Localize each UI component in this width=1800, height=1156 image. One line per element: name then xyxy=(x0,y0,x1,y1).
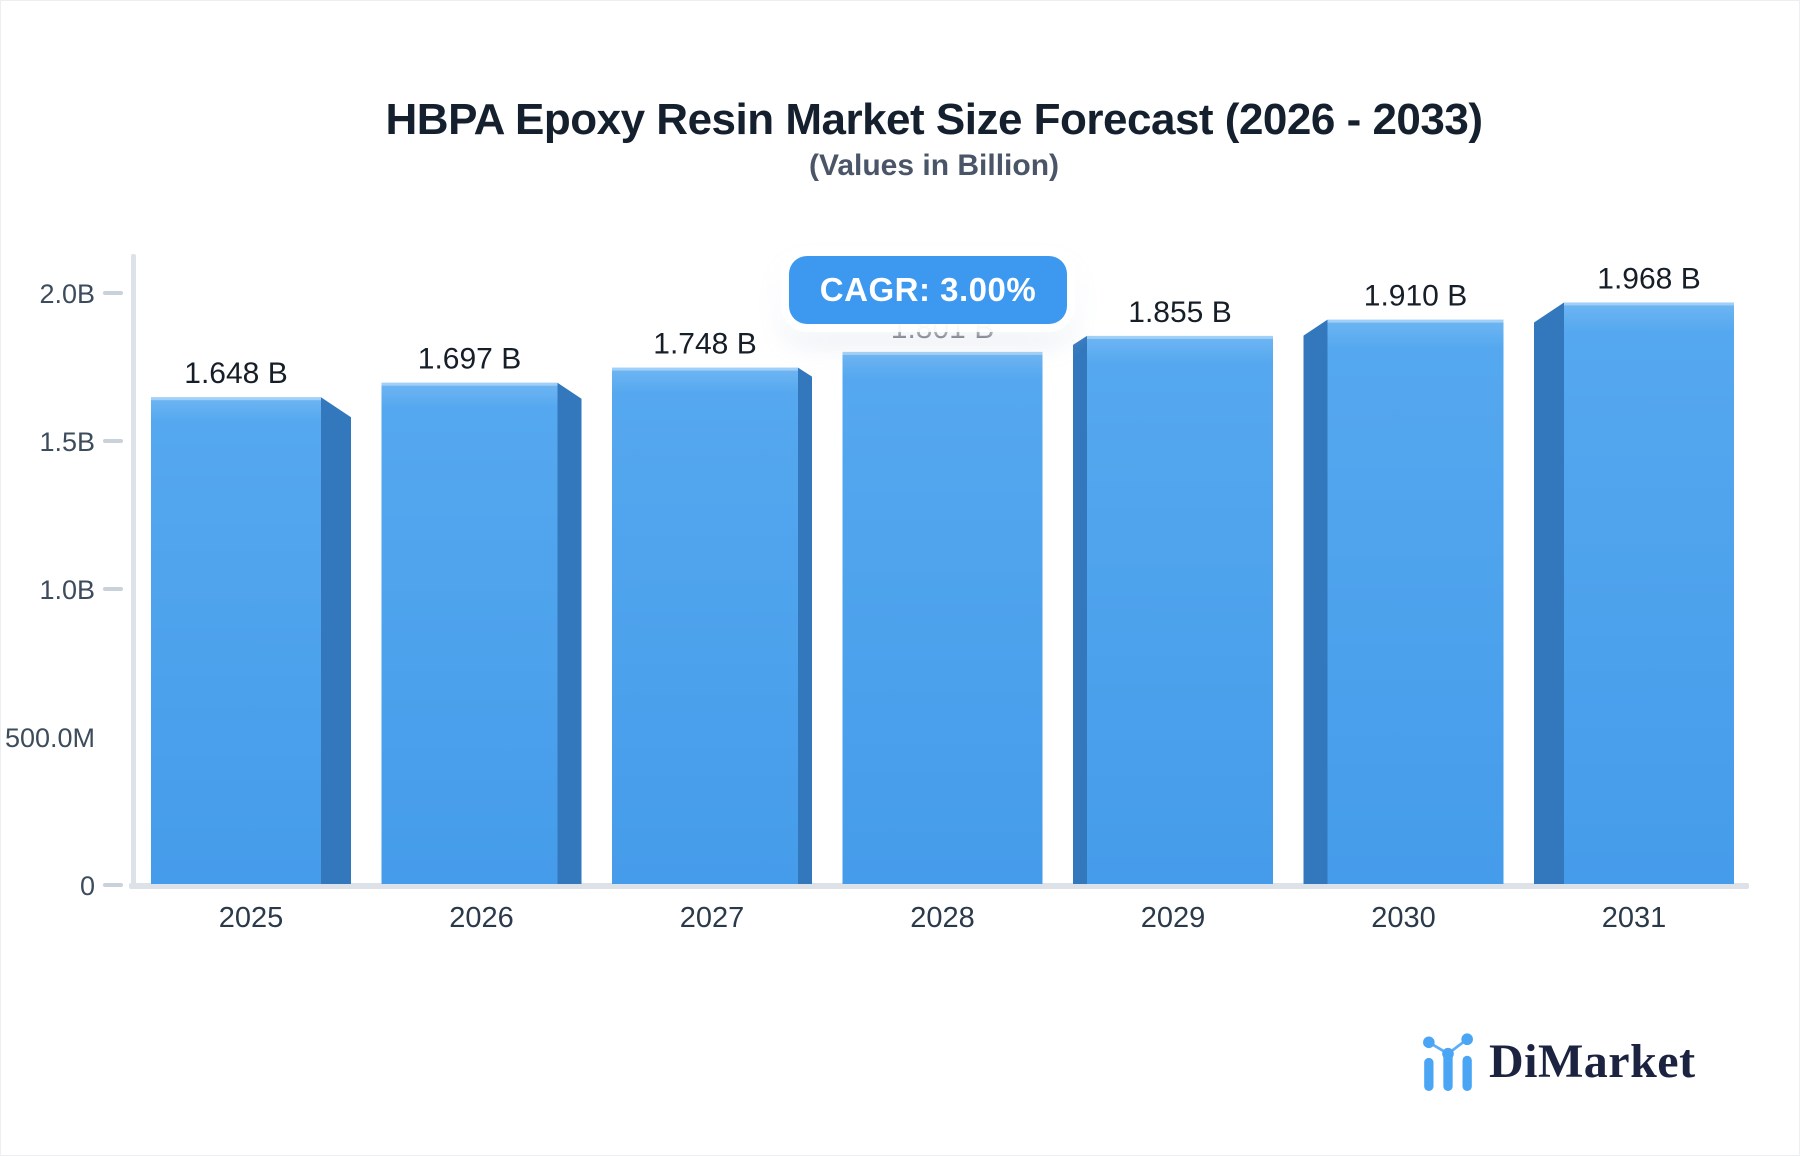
bar-side-face xyxy=(321,397,351,884)
dimarket-chart-logo-icon xyxy=(1423,1033,1473,1091)
bar-group: 1.855 B 2029 xyxy=(1073,296,1273,934)
bar-top-highlight xyxy=(612,367,798,371)
y-tick-dash xyxy=(103,439,123,443)
bar-value-label: 1.748 B xyxy=(653,328,756,361)
dimarket-logo-text: DiMarket xyxy=(1489,1035,1696,1088)
x-axis-label: 2028 xyxy=(910,902,975,934)
bar-top-highlight xyxy=(381,382,558,386)
bar-side-face xyxy=(1534,302,1564,884)
bar-value-label: 1.697 B xyxy=(418,343,521,376)
y-tick-dash xyxy=(103,291,123,295)
bar-top-highlight xyxy=(1087,335,1273,339)
bar[interactable] xyxy=(1564,302,1734,884)
y-tick-label: 0 xyxy=(80,871,95,901)
x-axis-line xyxy=(129,883,1749,889)
cagr-badge-label: CAGR: 3.00% xyxy=(819,271,1037,308)
bar-group: 1.697 B 2026 xyxy=(381,343,582,934)
bar-value-label: 1.648 B xyxy=(184,357,287,390)
y-tick-label: 1.0B xyxy=(39,575,95,605)
x-axis-label: 2025 xyxy=(219,902,284,934)
x-axis-label: 2029 xyxy=(1141,902,1206,934)
bar[interactable] xyxy=(1087,335,1273,884)
bar-group: 1.648 B 2025 xyxy=(151,357,351,934)
bar-value-label: 1.855 B xyxy=(1128,296,1231,329)
bar-top-highlight xyxy=(151,397,321,401)
x-axis-label: 2030 xyxy=(1371,902,1436,934)
bar-value-label: 1.968 B xyxy=(1597,262,1700,295)
bar-value-label: 1.910 B xyxy=(1364,280,1467,313)
dimarket-logo: DiMarket xyxy=(1421,1033,1696,1091)
chart-subtitle: (Values in Billion) xyxy=(808,149,1060,182)
bar[interactable] xyxy=(612,367,798,884)
bar-group: 1.968 B 2031 xyxy=(1534,262,1734,934)
bar-top-highlight xyxy=(1564,302,1734,306)
cagr-badge: CAGR: 3.00% xyxy=(789,256,1067,324)
y-tick-label: 500.0M xyxy=(5,723,95,753)
x-axis-label: 2027 xyxy=(680,902,745,934)
x-axis-label: 2031 xyxy=(1602,902,1667,934)
bar-side-face xyxy=(1303,319,1328,884)
bar-top-highlight xyxy=(1327,319,1504,323)
bar-side-face xyxy=(798,367,812,884)
bar-top-highlight xyxy=(842,351,1043,355)
bar[interactable] xyxy=(381,382,558,884)
bar[interactable] xyxy=(842,351,1043,884)
bar-group: 1.910 B 2030 xyxy=(1303,280,1504,934)
chart-title: HBPA Epoxy Resin Market Size Forecast (2… xyxy=(385,95,1483,144)
y-tick-label: 1.5B xyxy=(39,427,95,457)
bar-side-face xyxy=(557,382,582,884)
bar[interactable] xyxy=(151,397,321,884)
bar-side-face xyxy=(1073,335,1087,884)
bar-group: 1.748 B 2027 xyxy=(612,328,812,934)
y-tick-label: 2.0B xyxy=(39,279,95,309)
y-tick-dash xyxy=(103,587,123,591)
bar[interactable] xyxy=(1327,319,1504,884)
y-tick-dash xyxy=(103,883,123,887)
y-axis-line xyxy=(131,254,136,889)
x-axis-label: 2026 xyxy=(449,902,514,934)
